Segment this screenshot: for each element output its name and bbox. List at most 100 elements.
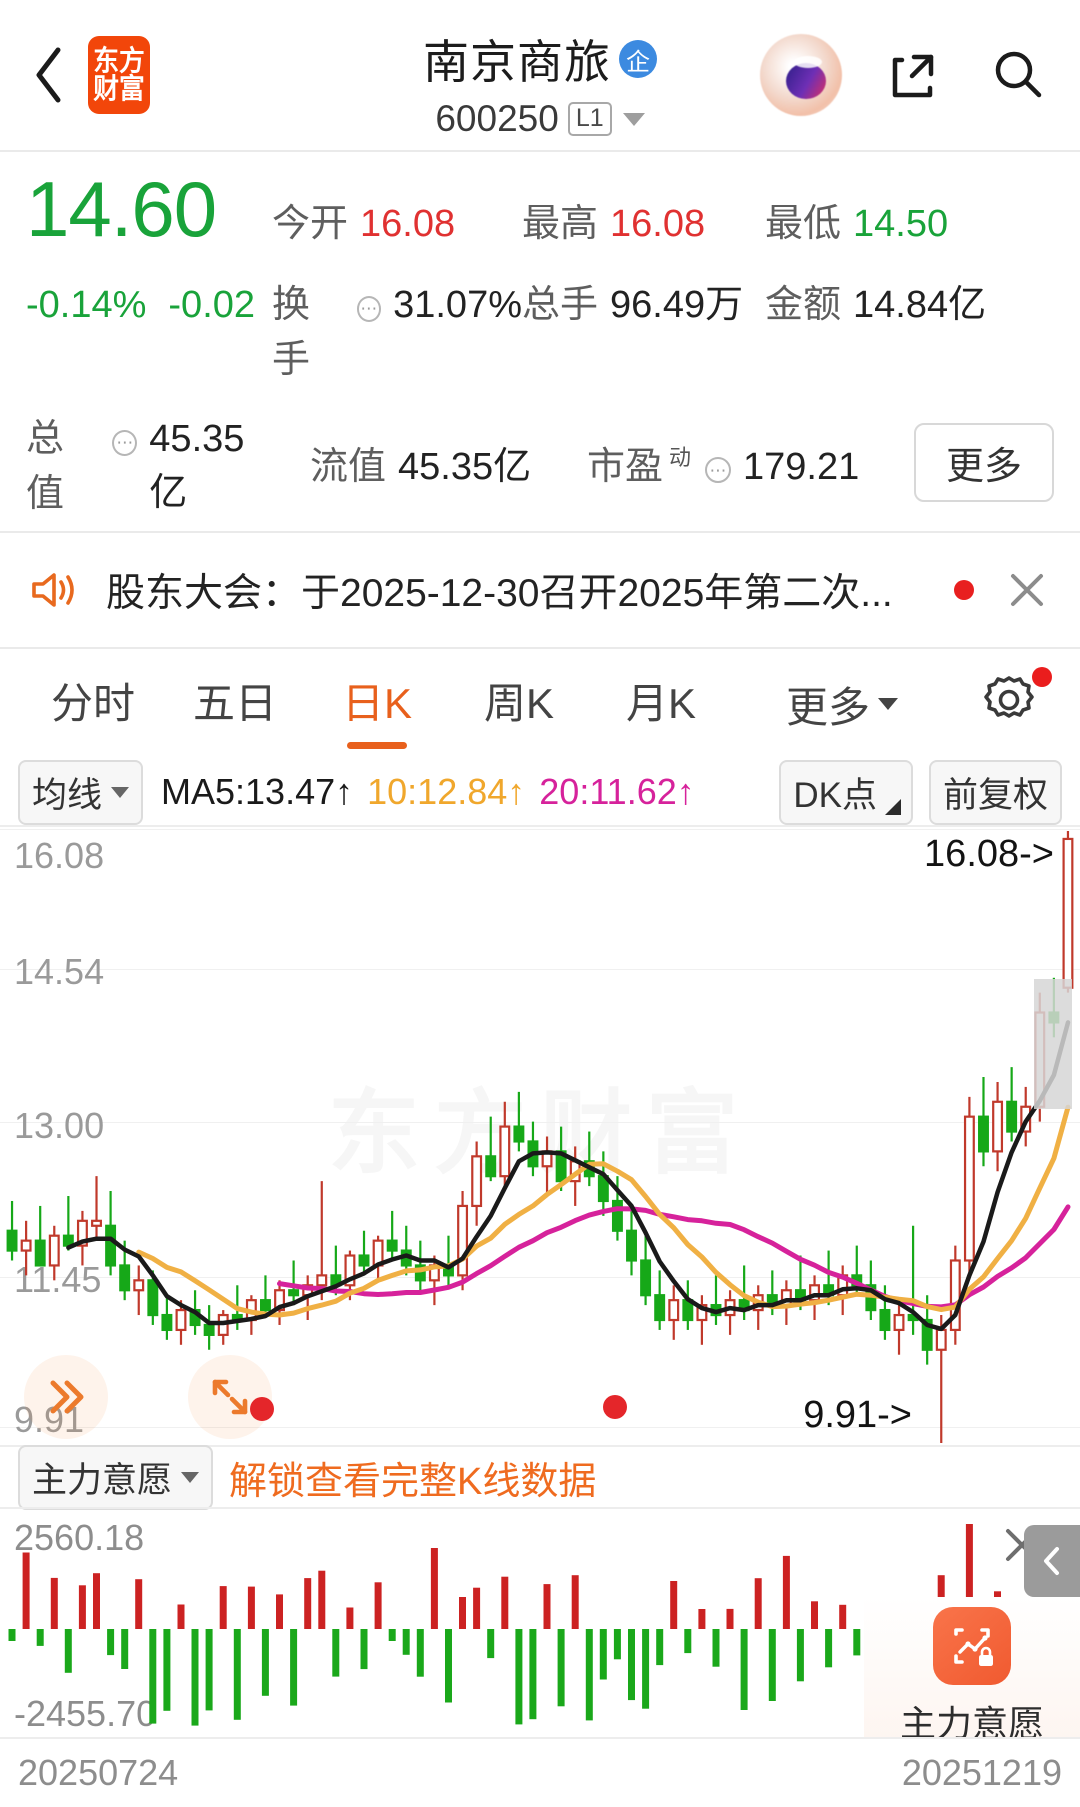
enterprise-badge[interactable]: 企 bbox=[619, 40, 657, 78]
pe-superscript: 动 bbox=[669, 444, 692, 470]
chart-settings-button[interactable] bbox=[978, 667, 1052, 739]
tab-weekly-k[interactable]: 周K bbox=[483, 679, 554, 727]
expand-arrows-icon bbox=[212, 1379, 248, 1415]
quote-value: 45.35亿 bbox=[398, 445, 532, 488]
collapse-panel-button[interactable] bbox=[1024, 1525, 1080, 1597]
quote-item-high: 最高 16.08 bbox=[522, 192, 765, 247]
back-button[interactable] bbox=[26, 40, 72, 110]
tab-daily-k[interactable]: 日K bbox=[306, 670, 448, 739]
double-chevron-right-icon bbox=[50, 1380, 84, 1414]
settings-badge-dot bbox=[1032, 667, 1052, 687]
ma-dropdown[interactable]: 均线 bbox=[18, 759, 144, 825]
gear-icon bbox=[984, 676, 1034, 718]
level-tag[interactable]: L1 bbox=[567, 101, 612, 137]
dk-signal-dot[interactable] bbox=[250, 1397, 274, 1421]
unlock-kline-link[interactable]: 解锁查看完整K线数据 bbox=[229, 1460, 597, 1503]
notice-divider bbox=[0, 647, 1080, 649]
chevron-left-icon bbox=[36, 47, 61, 103]
ma-values: MA5:13.47↑ 10:12.84↑ 20:11.62↑ bbox=[161, 771, 695, 813]
share-button[interactable] bbox=[876, 39, 948, 111]
change-percent: -0.14% bbox=[26, 284, 147, 326]
info-icon[interactable]: ⋯ bbox=[112, 429, 138, 456]
intent-card-title: 主力意愿 bbox=[899, 1703, 1044, 1737]
gridline bbox=[0, 969, 1080, 970]
quote-value: 96.49万 bbox=[610, 284, 744, 326]
tab-more-label: 更多 bbox=[786, 683, 871, 731]
quote-item-pe[interactable]: 市盈动 ⋯ 179.21 bbox=[587, 435, 859, 490]
search-button[interactable] bbox=[982, 39, 1054, 111]
info-icon[interactable]: ⋯ bbox=[705, 457, 732, 483]
quote-value: 45.35亿 bbox=[149, 418, 245, 514]
adjust-label: 前复权 bbox=[942, 775, 1048, 815]
avatar[interactable] bbox=[760, 34, 842, 116]
last-candle-highlight bbox=[1034, 979, 1072, 1109]
quote-item-turnover[interactable]: 换手 ⋯ 31.07% bbox=[272, 273, 522, 383]
dk-point-label: DK点 bbox=[793, 775, 877, 815]
locked-chart-icon bbox=[933, 1607, 1011, 1685]
quote-value: 16.08 bbox=[360, 203, 456, 245]
title-block: 南京商旅 企 600250 L1 bbox=[0, 26, 1080, 140]
header-divider bbox=[0, 150, 1080, 152]
ma10-value: 10:12.84↑ bbox=[367, 771, 526, 812]
tab-minute[interactable]: 分时 bbox=[50, 679, 135, 727]
brand-logo[interactable]: 东方 财富 bbox=[88, 36, 150, 114]
quote-label: 换手 bbox=[272, 284, 311, 381]
more-button[interactable]: 更多 bbox=[913, 422, 1054, 502]
dk-point-button[interactable]: DK点 bbox=[779, 759, 913, 825]
current-price: 14.60 bbox=[26, 165, 217, 253]
quote-value: 31.07% bbox=[393, 284, 522, 326]
corner-triangle-icon bbox=[884, 798, 901, 815]
intent-min-label: -2455.70 bbox=[14, 1693, 157, 1734]
high-price-flag: 16.08-> bbox=[924, 833, 1054, 875]
share-external-icon bbox=[892, 54, 934, 98]
chevron-down-icon[interactable] bbox=[622, 112, 645, 126]
notice-bar[interactable]: 股东大会：于2025-12-30召开2025年第二次... bbox=[0, 533, 1080, 647]
quote-label: 今开 bbox=[272, 203, 349, 245]
indicator-dropdown-label: 主力意愿 bbox=[32, 1460, 173, 1500]
indicator-dropdown[interactable]: 主力意愿 bbox=[18, 1444, 214, 1510]
ma-indicator-bar: 均线 MA5:13.47↑ 10:12.84↑ 20:11.62↑ DK点 前复… bbox=[0, 759, 1080, 825]
chevron-down-icon bbox=[111, 786, 130, 798]
main-force-intent-card[interactable]: 主力意愿 bbox=[864, 1525, 1080, 1737]
quote-label: 最低 bbox=[765, 203, 842, 245]
main-force-intent-chart[interactable]: 2560.18 -2455.70 主力意愿 bbox=[0, 1507, 1080, 1737]
tab-monthly-k[interactable]: 月K bbox=[625, 679, 696, 727]
intent-max-label: 2560.18 bbox=[14, 1517, 145, 1558]
close-icon[interactable] bbox=[1000, 563, 1054, 617]
quote-panel: 14.60 今开 16.08 最高 16.08 最低 14.50 -0.14% … bbox=[0, 152, 1080, 531]
gridline bbox=[0, 1427, 1080, 1428]
fastforward-button[interactable] bbox=[24, 1355, 108, 1439]
chevron-left-icon bbox=[1044, 1547, 1059, 1575]
quote-label: 金额 bbox=[765, 284, 842, 326]
date-axis: 20250724 20251219 bbox=[0, 1737, 1080, 1807]
sub-indicator-bar: 主力意愿 解锁查看完整K线数据 bbox=[0, 1444, 1080, 1510]
adjust-button[interactable]: 前复权 bbox=[928, 759, 1062, 825]
quote-item-low: 最低 14.50 bbox=[765, 192, 948, 247]
ma-dropdown-label: 均线 bbox=[32, 775, 103, 815]
chart-period-tabs: 分时 五日 日K 周K 月K 更多 bbox=[0, 649, 1080, 759]
quote-value: 16.08 bbox=[610, 203, 706, 245]
search-icon bbox=[995, 51, 1042, 98]
quote-item-floatcap: 流值 45.35亿 bbox=[310, 435, 553, 490]
quote-item-marketcap[interactable]: 总值 ⋯ 45.35亿 bbox=[26, 407, 276, 517]
notice-indicator-dot bbox=[954, 580, 974, 600]
date-start: 20250724 bbox=[18, 1752, 179, 1793]
quote-value: 14.50 bbox=[853, 203, 949, 245]
ma5-value: MA5:13.47↑ bbox=[161, 771, 354, 812]
low-price-flag: 9.91-> bbox=[803, 1394, 912, 1436]
quote-label: 市盈 bbox=[587, 445, 664, 488]
ma20-value: 20:11.62↑ bbox=[539, 771, 695, 812]
gridline bbox=[0, 1277, 1080, 1278]
date-end: 20251219 bbox=[901, 1752, 1062, 1793]
dk-signal-dot[interactable] bbox=[603, 1395, 627, 1419]
y-axis-label: 14.54 bbox=[14, 951, 105, 992]
info-icon[interactable]: ⋯ bbox=[356, 295, 382, 322]
tab-more[interactable]: 更多 bbox=[786, 674, 899, 735]
quote-value: 14.84亿 bbox=[853, 284, 987, 326]
gridline bbox=[0, 1122, 1080, 1123]
quote-item-open: 今开 16.08 bbox=[272, 192, 522, 247]
tab-five-day[interactable]: 五日 bbox=[192, 679, 277, 727]
quote-label: 流值 bbox=[310, 445, 387, 488]
change-value: -0.02 bbox=[168, 284, 256, 326]
